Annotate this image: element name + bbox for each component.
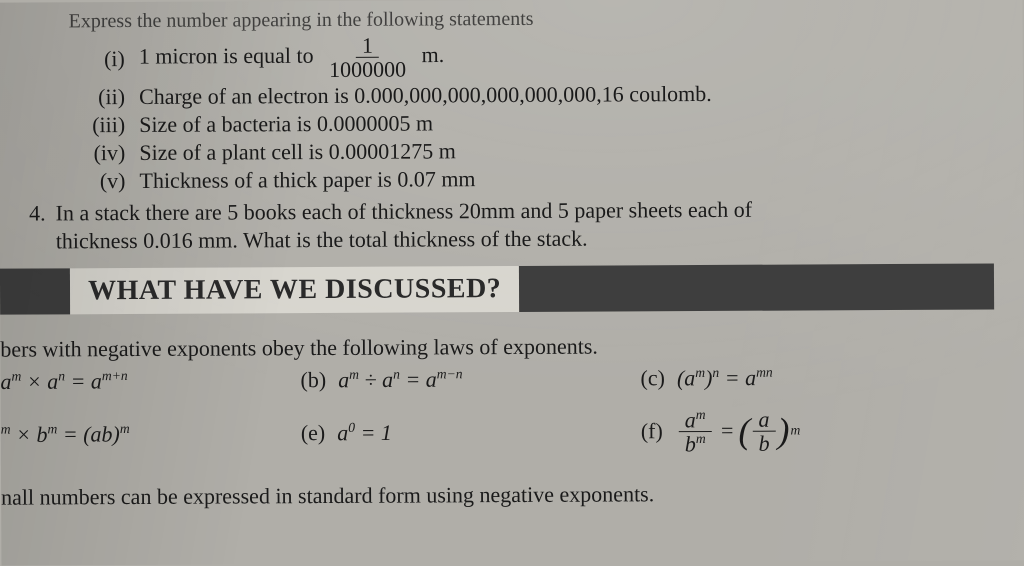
fraction: 1 1000000	[323, 34, 412, 82]
list-item-iii: (iii) Size of a bacteria is 0.0000005 m	[79, 108, 993, 139]
law-f: am bm = ( a b ) m	[675, 407, 801, 456]
question-4: 4. In a stack there are 5 books each of …	[0, 196, 994, 255]
frac-rhs-den: b	[752, 432, 775, 455]
frac-lhs-num-base: a	[685, 407, 696, 432]
question-text-cont: thickness 0.016 mm. What is the total th…	[56, 226, 588, 255]
list-marker: (iii)	[79, 112, 125, 138]
list-marker: (iv)	[79, 140, 125, 166]
law-e: a0 = 1	[337, 420, 392, 447]
item-text: Charge of an electron is 0.000,000,000,0…	[139, 81, 712, 110]
banner-right-bar	[519, 264, 994, 312]
item-post: m.	[421, 42, 444, 67]
laws-intro: bers with negative exponents obey the fo…	[0, 332, 994, 363]
fraction-rhs: a b	[752, 407, 775, 454]
item-text: Size of a bacteria is 0.0000005 m	[139, 111, 433, 139]
question-text: In a stack there are 5 books each of thi…	[56, 197, 753, 227]
closing-line: nall numbers can be expressed in standar…	[1, 480, 995, 511]
law-b: am ÷ an = am−n	[338, 366, 463, 393]
item-text: Size of a plant cell is 0.00001275 m	[139, 138, 456, 166]
item-text: Thickness of a thick paper is 0.07 mm	[139, 166, 475, 194]
fraction-lhs: am bm	[679, 407, 712, 455]
frac-lhs-num-exp: m	[696, 407, 706, 422]
law-label-c: (c)	[640, 366, 665, 392]
list-marker: (ii)	[79, 84, 125, 110]
section-banner: WHAT HAVE WE DISCUSSED?	[0, 264, 994, 315]
list-item-iv: (iv) Size of a plant cell is 0.00001275 …	[79, 136, 993, 167]
laws-row-2: m × bm = (ab)m (e) a0 = 1 (f) am bm = ( …	[1, 406, 995, 459]
list-marker: (i)	[79, 46, 125, 72]
law-label-f: (f)	[641, 419, 663, 445]
list-item-i: (i) 1 micron is equal to 1 1000000 m.	[79, 30, 993, 82]
list-marker: (v)	[79, 168, 125, 194]
law-label-e: (e)	[301, 420, 326, 446]
fraction-numerator: 1	[356, 34, 379, 58]
partial-cutoff-line: Express the number appearing in the foll…	[69, 5, 993, 33]
law-a: am × an = am+n	[0, 368, 127, 395]
law-label-b: (b)	[300, 367, 326, 393]
frac-rhs-num: a	[752, 407, 775, 431]
banner-title: WHAT HAVE WE DISCUSSED?	[70, 266, 519, 314]
item-text: 1 micron is equal to 1 1000000 m.	[139, 33, 445, 82]
frac-rhs-exp: m	[790, 423, 800, 439]
law-d: m × bm = (ab)m	[1, 421, 130, 448]
list-item-v: (v) Thickness of a thick paper is 0.07 m…	[79, 164, 993, 195]
law-c: (am)n = amn	[677, 365, 773, 392]
list-item-ii: (ii) Charge of an electron is 0.000,000,…	[79, 80, 993, 111]
fraction-denominator: 1000000	[323, 58, 412, 82]
banner-left-bar	[0, 269, 70, 315]
frac-lhs-den-exp: m	[696, 431, 706, 446]
question-number: 4.	[14, 201, 46, 227]
item-pre: 1 micron is equal to	[139, 43, 319, 69]
frac-lhs-den-base: b	[685, 431, 696, 456]
laws-row-1: am × an = am+n (b) am ÷ an = am−n (c) (a…	[0, 364, 994, 396]
